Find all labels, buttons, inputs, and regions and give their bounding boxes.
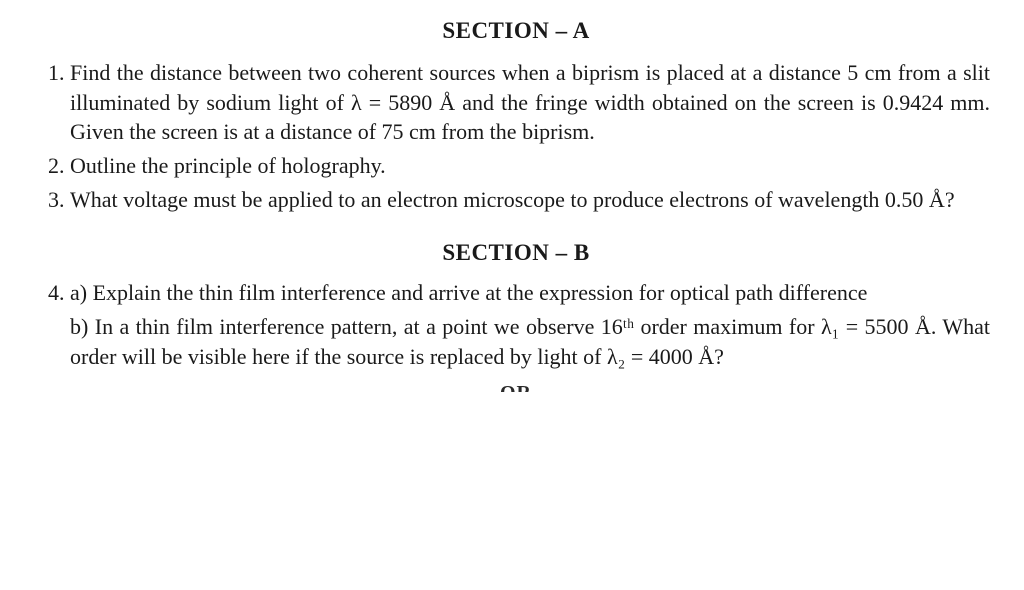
section-gap (36, 218, 996, 236)
question-4b: b) In a thin film interference pattern, … (70, 312, 990, 371)
question-2: Outline the principle of holography. (70, 151, 996, 181)
question-3: What voltage must be applied to an elect… (70, 185, 996, 215)
question-4a: a) Explain the thin film interference an… (70, 278, 990, 308)
section-b-heading: SECTION – B (36, 240, 996, 266)
section-a-heading: SECTION – A (36, 18, 996, 44)
section-b-list: a) Explain the thin film interference an… (36, 278, 996, 371)
question-4: a) Explain the thin film interference an… (70, 278, 996, 371)
section-a-list: Find the distance between two coherent s… (36, 58, 996, 214)
or-separator: OR (36, 382, 996, 392)
question-1: Find the distance between two coherent s… (70, 58, 996, 147)
exam-page: SECTION – A Find the distance between tw… (0, 0, 1024, 392)
